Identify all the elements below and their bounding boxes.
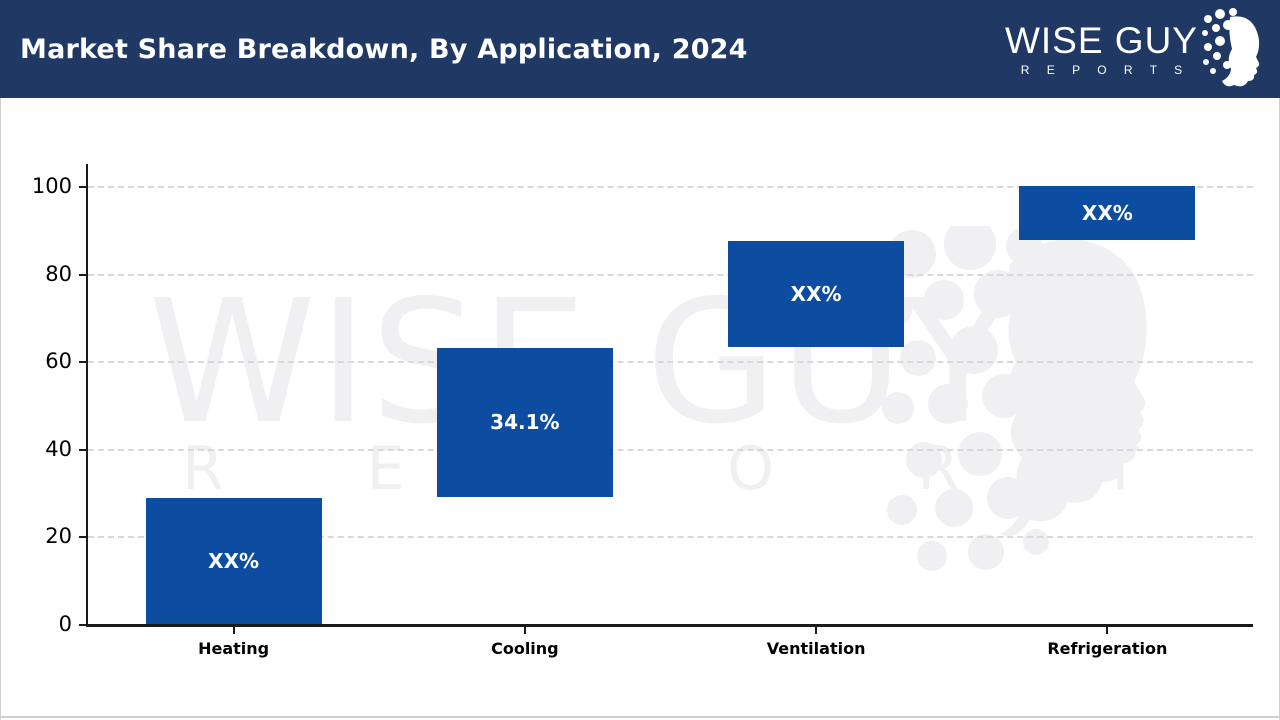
logo-text: WISE GUY R E P O R T S bbox=[1005, 22, 1198, 77]
category-label-cooling: Cooling bbox=[491, 639, 559, 658]
gridline-40 bbox=[88, 448, 1253, 451]
y-tick-mark bbox=[79, 361, 88, 364]
category-label-refrigeration: Refrigeration bbox=[1047, 639, 1168, 658]
wise-guy-logo: WISE GUY R E P O R T S bbox=[1005, 7, 1262, 91]
watermark-head-icon bbox=[882, 226, 1147, 571]
x-axis bbox=[86, 624, 1253, 627]
bar-refrigeration: XX% bbox=[1019, 186, 1196, 240]
x-tick-mark bbox=[1106, 627, 1109, 634]
gridline-20 bbox=[88, 536, 1253, 539]
bar-value-label: XX% bbox=[208, 549, 260, 574]
page-title: Market Share Breakdown, By Application, … bbox=[20, 33, 748, 65]
gridline-100 bbox=[88, 186, 1253, 188]
bar-value-label: XX% bbox=[1081, 200, 1133, 225]
logo-head-icon bbox=[1202, 8, 1260, 87]
bar-value-label: 34.1% bbox=[490, 410, 560, 435]
y-tick-mark bbox=[79, 186, 88, 188]
category-label-ventilation: Ventilation bbox=[766, 639, 866, 658]
logo-wordmark: WISE GUY bbox=[1004, 19, 1198, 61]
y-tick-mark bbox=[79, 273, 88, 276]
category-label-heating: Heating bbox=[198, 639, 270, 658]
x-tick-mark bbox=[232, 627, 235, 634]
y-tick-label: 80 bbox=[45, 261, 72, 286]
gridline-60 bbox=[88, 361, 1253, 364]
y-axis bbox=[86, 164, 88, 627]
header: Market Share Breakdown, By Application, … bbox=[0, 0, 1280, 98]
bar-cooling: 34.1% bbox=[436, 347, 613, 498]
bar-ventilation: XX% bbox=[728, 240, 905, 347]
y-tick-mark bbox=[79, 624, 88, 626]
logo-subtext: R E P O R T S bbox=[1020, 62, 1190, 77]
y-tick-label: 60 bbox=[45, 349, 72, 374]
y-tick-label: 40 bbox=[45, 436, 72, 461]
y-tick-mark bbox=[79, 536, 88, 539]
bar-heating: XX% bbox=[145, 497, 322, 625]
bottom-border bbox=[0, 716, 1280, 718]
gridline-80 bbox=[88, 273, 1253, 276]
y-tick-label: 100 bbox=[31, 174, 72, 198]
x-tick-mark bbox=[815, 627, 818, 634]
x-tick-mark bbox=[523, 627, 526, 634]
bar-value-label: XX% bbox=[790, 281, 842, 306]
y-tick-mark bbox=[79, 448, 88, 451]
y-tick-label: 20 bbox=[45, 524, 72, 549]
y-tick-label: 0 bbox=[58, 612, 72, 636]
